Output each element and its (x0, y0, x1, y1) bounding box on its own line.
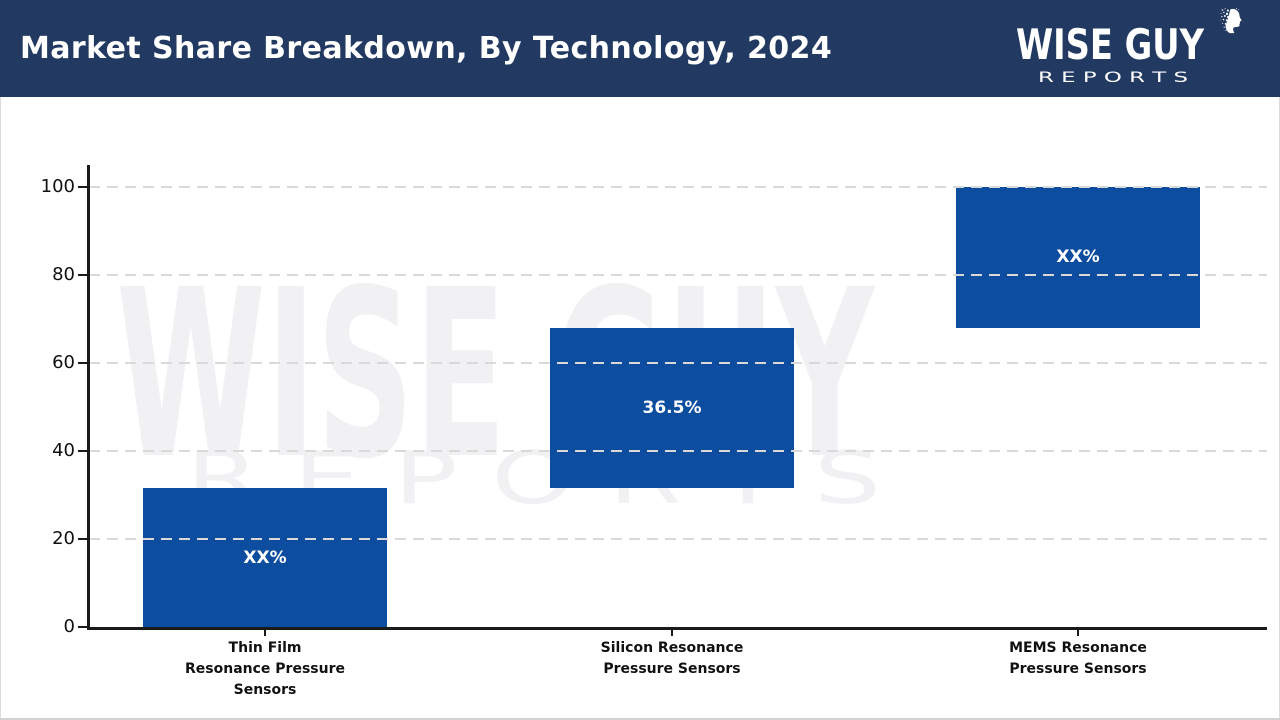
logo-tagline: R E P O R T S (1038, 70, 1188, 86)
y-tick-label: 0 (63, 616, 75, 637)
bar-value-label: XX% (1056, 247, 1100, 268)
wiseguy-logo: WISE GUY R E P O R T S (1016, 7, 1242, 86)
bar-value-label: XX% (243, 547, 287, 568)
bar-segment: 36.5% (550, 327, 794, 489)
category-label-line: Pressure Sensors (603, 661, 741, 677)
gridline (89, 450, 1267, 452)
chart-area: WISE GUY R E P O R T S XX% Thin Film Reson… (0, 97, 1280, 718)
category-label-line: Sensors (233, 682, 297, 698)
bar-chart: XX% Thin Film Resonance Pressure Sensors 36.… (1, 97, 1280, 718)
category-label: Thin Film Resonance Pressure Sensors (100, 638, 430, 701)
x-tick (1077, 629, 1079, 636)
y-tick-label: 40 (52, 440, 75, 461)
gridline (89, 362, 1267, 364)
y-tick (78, 186, 88, 188)
y-tick (78, 626, 88, 628)
category-label-line: Thin Film (228, 640, 302, 656)
y-tick (78, 362, 88, 364)
y-tick (78, 450, 88, 452)
gridline (89, 274, 1267, 276)
bar-segment: XX% (143, 488, 387, 627)
category-label-line: MEMS Resonance (1009, 640, 1147, 656)
category-label-line: Pressure Sensors (1009, 661, 1147, 677)
x-tick (264, 629, 266, 636)
category-label-line: Resonance Pressure (185, 661, 345, 677)
y-axis-line (87, 165, 90, 630)
y-tick (78, 274, 88, 276)
gridline (89, 186, 1267, 188)
y-tick-label: 100 (40, 176, 75, 197)
x-tick (671, 629, 673, 636)
page-title: Market Share Breakdown, By Technology, 2… (20, 31, 833, 66)
bar-segment: XX% (956, 187, 1200, 328)
y-tick-label: 80 (52, 264, 75, 285)
category-label-line: Silicon Resonance (600, 640, 744, 656)
y-tick-label: 20 (52, 528, 75, 549)
category-label: MEMS Resonance Pressure Sensors (913, 638, 1243, 680)
y-tick (78, 538, 88, 540)
bar-value-label: 36.5% (642, 398, 702, 419)
header: Market Share Breakdown, By Technology, 2… (0, 0, 1280, 97)
logo-wordmark: WISE GUY (1016, 20, 1204, 69)
category-label: Silicon Resonance Pressure Sensors (507, 638, 837, 680)
logo-face-icon (1220, 7, 1242, 33)
x-axis-line (87, 627, 1267, 630)
gridline (89, 538, 1267, 540)
y-tick-label: 60 (52, 352, 75, 373)
